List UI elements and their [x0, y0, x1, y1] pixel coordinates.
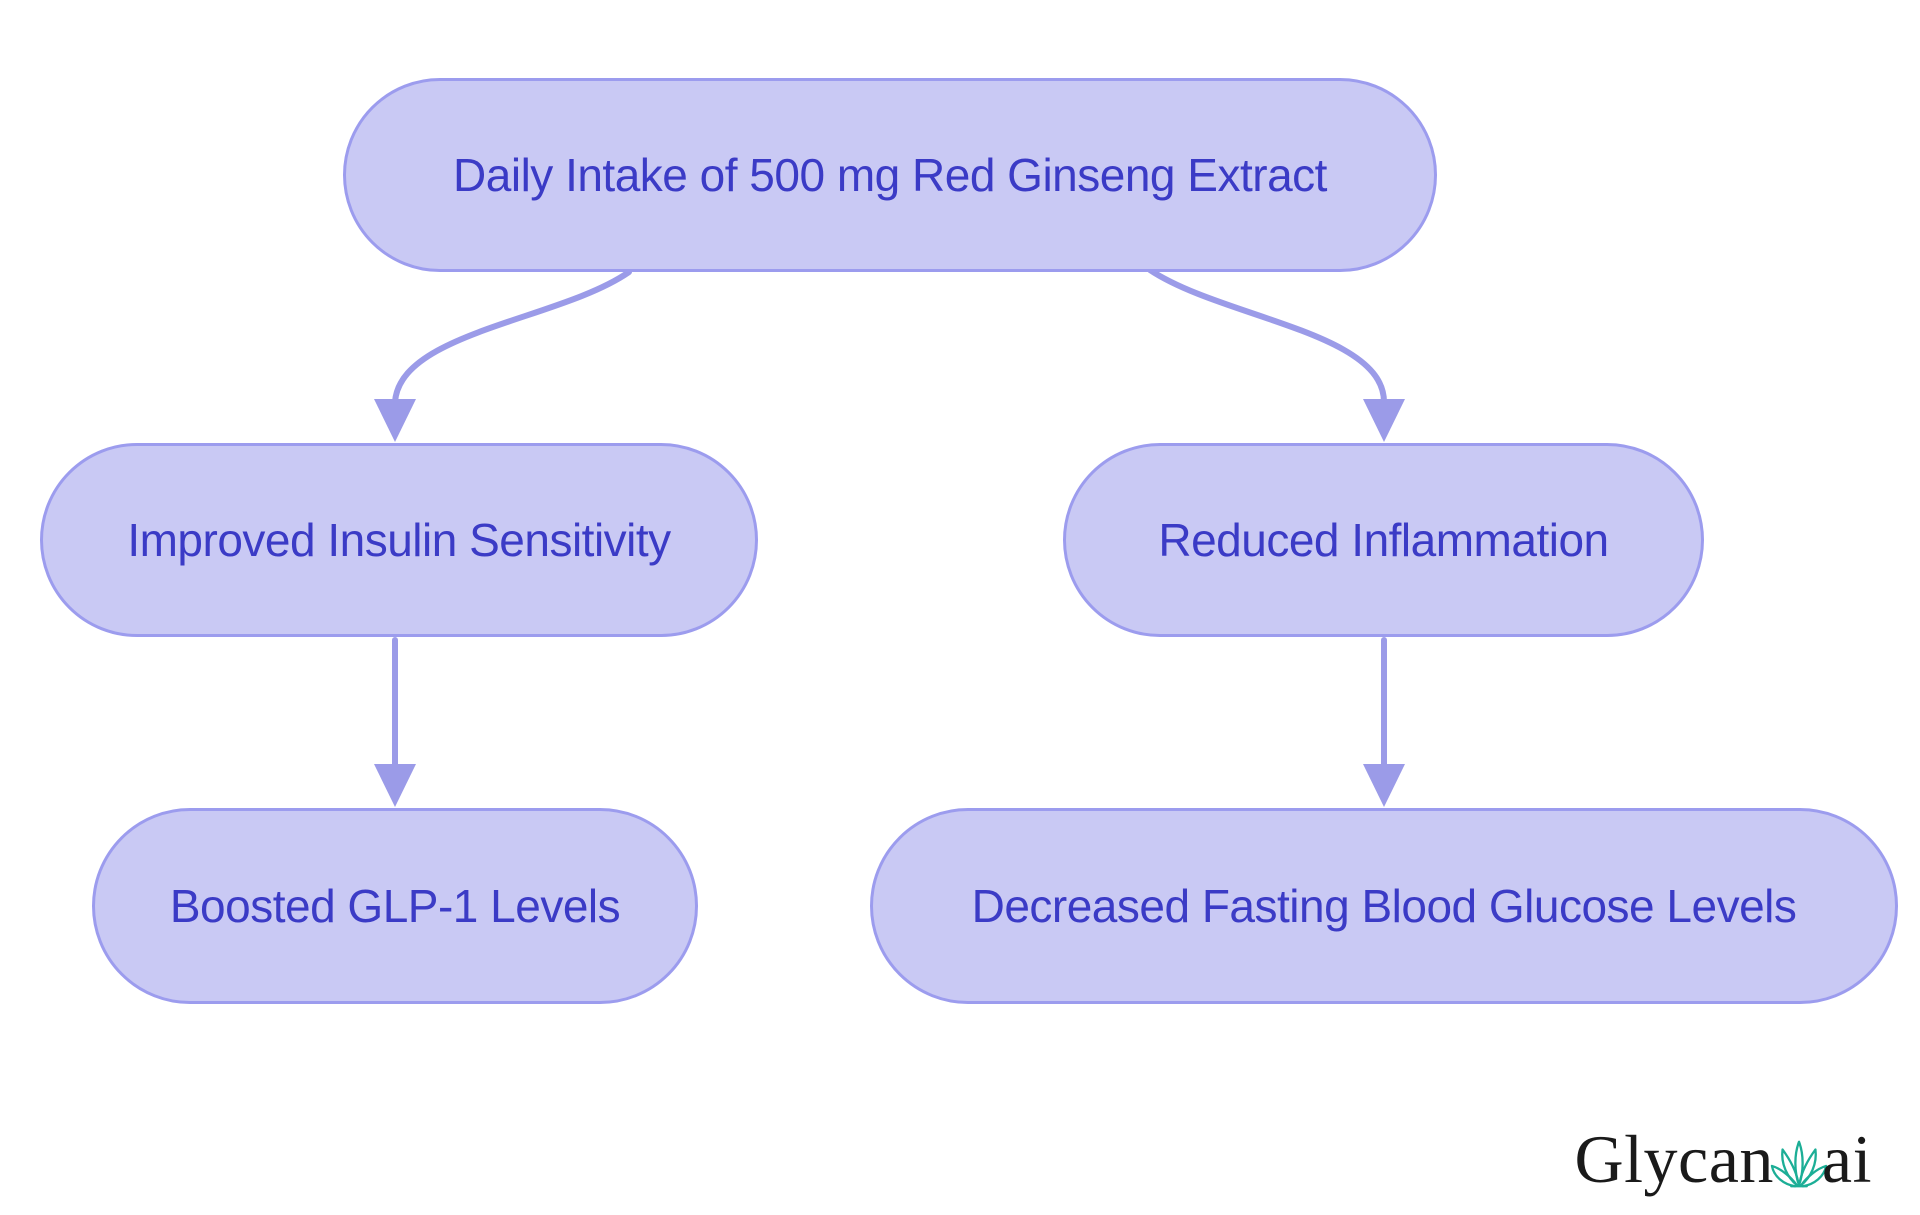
node-improved-insulin-sensitivity: Improved Insulin Sensitivity [40, 443, 758, 637]
node-daily-intake: Daily Intake of 500 mg Red Ginseng Extra… [343, 78, 1437, 272]
edge-root-to-inflammation [1147, 267, 1387, 405]
arrowhead-glucose [1363, 764, 1405, 807]
glycan-ai-logo: Glycan ai [1575, 1125, 1872, 1193]
node-decreased-fasting-glucose: Decreased Fasting Blood Glucose Levels [870, 808, 1898, 1004]
node-boosted-glp1-levels: Boosted GLP-1 Levels [92, 808, 698, 1004]
edge-root-to-insulin [392, 269, 632, 405]
node-boosted-glp1-levels-label: Boosted GLP-1 Levels [169, 880, 621, 932]
node-daily-intake-label: Daily Intake of 500 mg Red Ginseng Extra… [453, 149, 1327, 201]
arrowhead-glp1 [374, 764, 416, 807]
arrowhead-inflammation [1363, 399, 1405, 442]
node-reduced-inflammation-label: Reduced Inflammation [1158, 514, 1609, 566]
aloe-plant-icon [1770, 1140, 1828, 1188]
node-reduced-inflammation: Reduced Inflammation [1063, 443, 1704, 637]
logo-text-glycan: Glycan [1574, 1121, 1774, 1197]
arrowhead-insulin [374, 399, 416, 442]
logo-text-ai: ai [1821, 1121, 1872, 1197]
node-improved-insulin-sensitivity-label: Improved Insulin Sensitivity [127, 514, 671, 566]
node-decreased-fasting-glucose-label: Decreased Fasting Blood Glucose Levels [971, 880, 1797, 932]
